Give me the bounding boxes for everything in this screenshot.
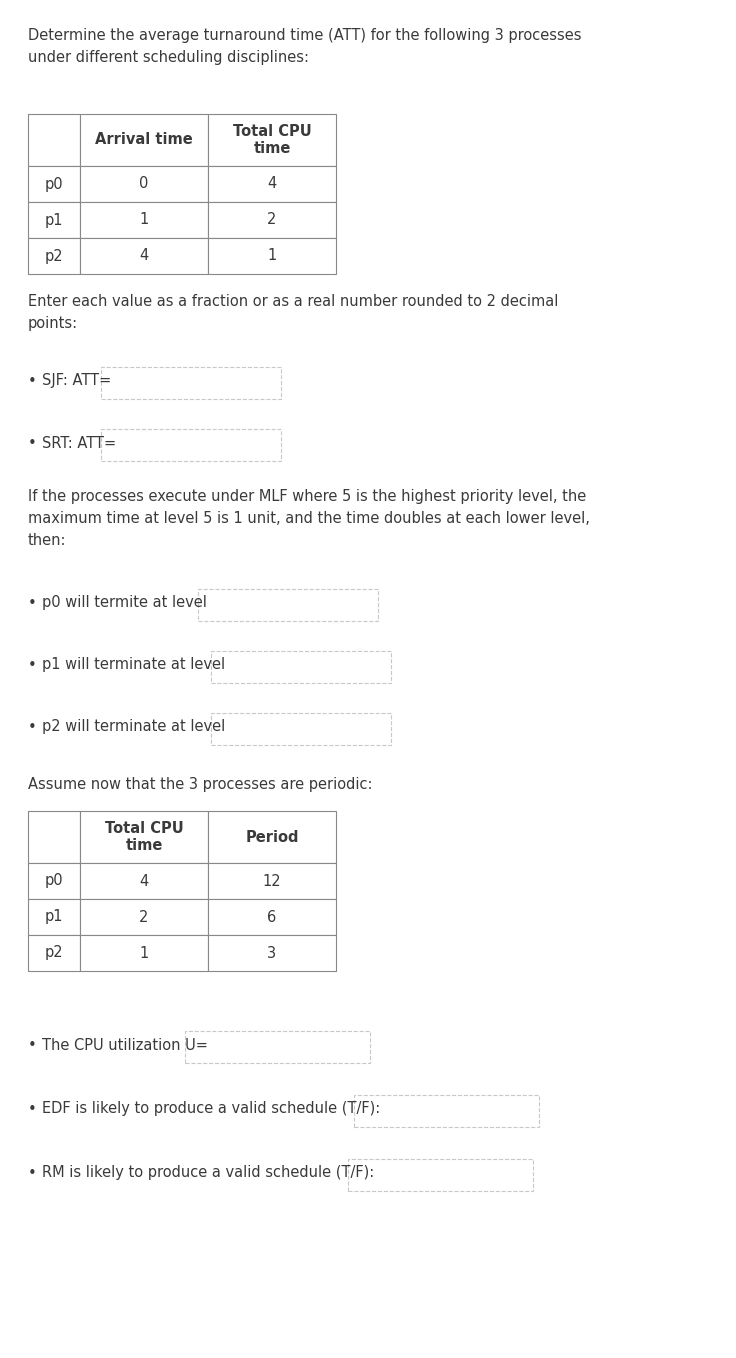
Bar (28, 811, 80, 862)
Text: Determine the average turnaround time (ATT) for the following 3 processes
under : Determine the average turnaround time (A… (28, 29, 581, 65)
Text: •: • (28, 1165, 37, 1180)
Text: Total CPU
time: Total CPU time (105, 820, 183, 853)
Bar (28, 936, 80, 971)
FancyBboxPatch shape (348, 1158, 533, 1191)
FancyBboxPatch shape (211, 713, 392, 746)
Bar (28, 899, 80, 936)
Text: Period: Period (245, 830, 299, 845)
Text: p1 will terminate at level: p1 will terminate at level (42, 657, 225, 672)
Bar (80, 862, 208, 899)
Text: •: • (28, 596, 37, 611)
Text: 3: 3 (267, 945, 277, 960)
Text: p2: p2 (45, 249, 63, 263)
Bar (28, 862, 80, 899)
Bar (80, 114, 208, 166)
Text: •: • (28, 1101, 37, 1116)
FancyBboxPatch shape (198, 589, 378, 621)
Text: p2: p2 (45, 945, 63, 960)
Bar (208, 166, 336, 202)
Bar (80, 166, 208, 202)
Text: •: • (28, 436, 37, 451)
Bar (80, 899, 208, 936)
Text: SJF: ATT=: SJF: ATT= (42, 373, 111, 388)
Text: 4: 4 (139, 873, 149, 888)
Bar (28, 114, 80, 166)
Text: 1: 1 (267, 249, 277, 263)
Text: 0: 0 (139, 177, 149, 191)
Text: 6: 6 (267, 910, 277, 925)
FancyBboxPatch shape (185, 1031, 370, 1063)
Bar (28, 202, 80, 238)
FancyBboxPatch shape (101, 429, 280, 460)
Text: EDF is likely to produce a valid schedule (T/F):: EDF is likely to produce a valid schedul… (42, 1101, 381, 1116)
Bar (80, 238, 208, 274)
Text: p2 will terminate at level: p2 will terminate at level (42, 720, 225, 735)
Text: •: • (28, 720, 37, 735)
FancyBboxPatch shape (211, 650, 392, 683)
Text: •: • (28, 657, 37, 672)
Text: Assume now that the 3 processes are periodic:: Assume now that the 3 processes are peri… (28, 777, 372, 792)
FancyBboxPatch shape (101, 367, 280, 399)
Text: 1: 1 (139, 212, 149, 228)
Bar (80, 811, 208, 862)
FancyBboxPatch shape (355, 1095, 539, 1127)
Text: 4: 4 (267, 177, 277, 191)
Text: •: • (28, 1038, 37, 1052)
Text: 2: 2 (139, 910, 149, 925)
Text: p1: p1 (45, 212, 63, 228)
Text: If the processes execute under MLF where 5 is the highest priority level, the
ma: If the processes execute under MLF where… (28, 489, 590, 549)
Text: p1: p1 (45, 910, 63, 925)
Bar (28, 166, 80, 202)
Text: •: • (28, 373, 37, 388)
Text: 2: 2 (267, 212, 277, 228)
Bar (208, 114, 336, 166)
Text: Total CPU
time: Total CPU time (233, 124, 311, 156)
Bar (208, 202, 336, 238)
Bar (28, 238, 80, 274)
Text: p0 will termite at level: p0 will termite at level (42, 596, 207, 611)
Bar (80, 936, 208, 971)
Bar (208, 811, 336, 862)
Text: RM is likely to produce a valid schedule (T/F):: RM is likely to produce a valid schedule… (42, 1165, 374, 1180)
Text: 1: 1 (139, 945, 149, 960)
Text: 12: 12 (263, 873, 281, 888)
Bar (80, 202, 208, 238)
Text: p0: p0 (45, 873, 63, 888)
Bar (208, 936, 336, 971)
Bar (208, 862, 336, 899)
Bar (208, 899, 336, 936)
Text: SRT: ATT=: SRT: ATT= (42, 436, 116, 451)
Bar (208, 238, 336, 274)
Text: Arrival time: Arrival time (95, 133, 193, 148)
Text: p0: p0 (45, 177, 63, 191)
Text: The CPU utilization U=: The CPU utilization U= (42, 1038, 208, 1052)
Text: Enter each value as a fraction or as a real number rounded to 2 decimal
points:: Enter each value as a fraction or as a r… (28, 293, 559, 331)
Text: 4: 4 (139, 249, 149, 263)
